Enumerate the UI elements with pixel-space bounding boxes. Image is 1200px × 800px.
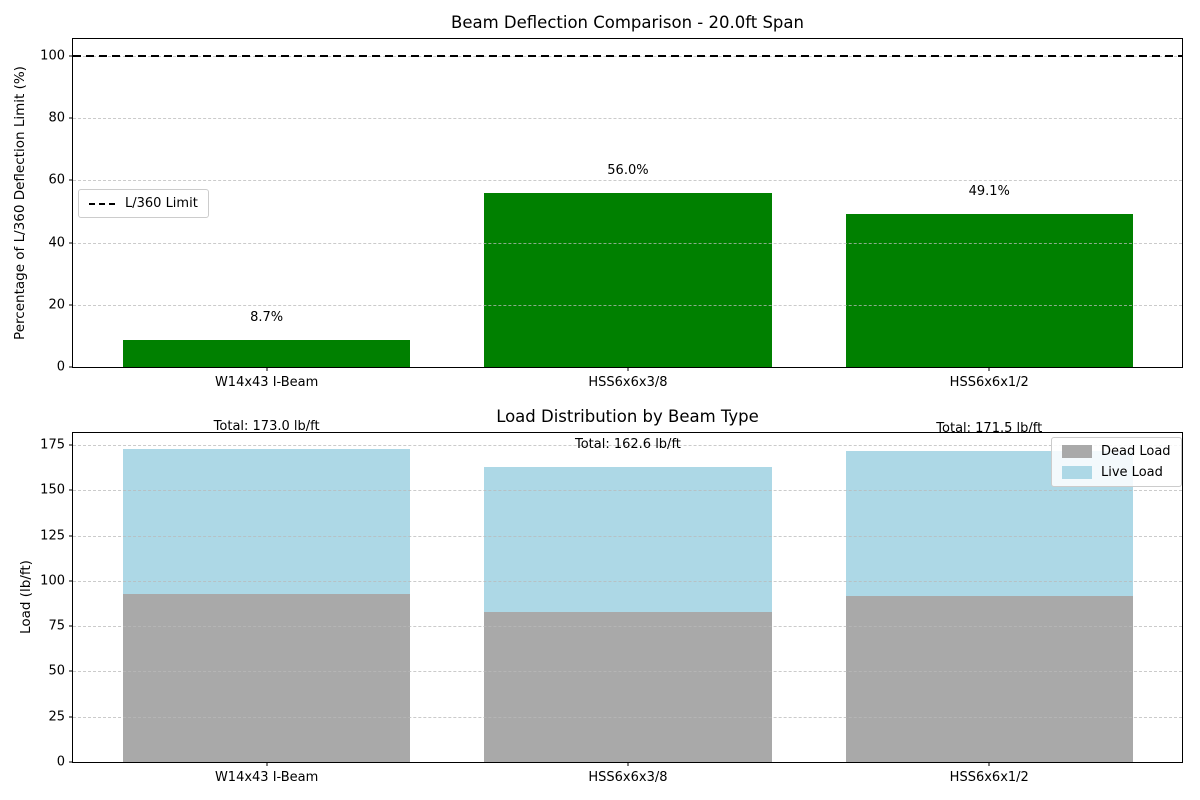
bar-segment [845,596,1133,762]
y-tick [69,535,73,537]
y-tick-label: 100 [40,48,65,64]
gridline [73,242,1182,244]
gridline [73,535,1182,537]
legend: L/360 Limit [78,189,209,218]
y-tick-label: 100 [40,573,65,589]
x-tick [266,762,268,766]
y-tick-label: 0 [56,359,65,375]
y-tick-label: 0 [56,754,65,770]
gridline [73,626,1182,628]
y-tick [69,55,73,57]
gridline [73,55,1182,57]
x-tick-label: HSS6x6x3/8 [588,375,668,390]
y-tick [69,580,73,582]
gridline [73,304,1182,306]
limit-line [73,54,1182,57]
y-tick [69,444,73,446]
x-tick-label: HSS6x6x1/2 [949,770,1029,785]
chart-title: Load Distribution by Beam Type [496,407,759,426]
y-tick-label: 60 [48,172,65,188]
bar-value-label: 49.1% [968,184,1010,200]
bar-segment [845,214,1133,367]
chart-title: Beam Deflection Comparison - 20.0ft Span [451,13,804,32]
y-tick [69,366,73,368]
y-tick-label: 25 [48,709,65,725]
dashed-line-swatch [89,202,116,205]
x-tick-label: W14x43 I-Beam [214,375,319,390]
legend-entry: Live Load [1062,465,1171,480]
bar-value-label: 8.7% [250,309,284,325]
gridline [73,716,1182,718]
bar-segment [122,448,411,594]
bar-value-label: Total: 173.0 lb/ft [213,418,320,434]
y-tick [69,625,73,627]
x-tick [627,367,629,371]
bar-segment [845,451,1133,597]
gridline [73,180,1182,182]
bar-segment [484,467,772,613]
live-load-swatch [1062,466,1092,479]
x-tick-label: W14x43 I-Beam [214,770,319,785]
bar-segment [122,593,411,762]
y-tick-label: 80 [48,110,65,126]
y-tick [69,670,73,672]
plot-area: 0 20 40 60 80 100 8.7% W14x43 I-Beam 56.0% HSS6x6… [40,38,1183,390]
y-tick-label: 40 [48,235,65,251]
legend-label: Dead Load [1101,444,1171,459]
gridline [73,118,1182,120]
y-tick [69,761,73,763]
legend-label: L/360 Limit [125,196,198,211]
y-tick-label: 125 [40,528,65,544]
y-tick-label: 75 [48,618,65,634]
bar-segment [484,192,772,367]
y-tick [69,304,73,306]
bar-value-label: Total: 171.5 lb/ft [936,421,1043,437]
x-tick [266,367,268,371]
gridline [73,580,1182,582]
y-tick [69,179,73,181]
bar-segment [484,612,772,762]
gridline [73,490,1182,492]
x-tick [988,367,990,371]
gridline [73,444,1182,446]
dead-load-swatch [1062,445,1092,458]
legend: Dead Load Live Load [1051,437,1182,487]
legend-label: Live Load [1101,465,1163,480]
y-axis-label: Percentage of L/360 Deflection Limit (%) [12,66,28,340]
y-tick [69,489,73,491]
y-tick [69,716,73,718]
x-tick-label: HSS6x6x1/2 [949,375,1029,390]
x-tick-label: HSS6x6x3/8 [588,770,668,785]
y-tick-label: 50 [48,663,65,679]
y-tick-label: 150 [40,482,65,498]
y-tick-label: 175 [40,437,65,453]
x-tick [988,762,990,766]
y-tick-label: 20 [48,297,65,313]
legend-entry: L/360 Limit [89,196,198,211]
y-tick [69,117,73,119]
gridline [73,671,1182,673]
y-axis-label: Load (lb/ft) [18,560,34,634]
bar-value-label: Total: 162.6 lb/ft [574,437,681,453]
bar-segment [122,339,411,367]
bar-value-label: 56.0% [607,162,649,178]
legend-entry: Dead Load [1062,444,1171,459]
plot-area: 0 25 50 75 100 125 150 175 Total: 173.0 lb/ft W14… [40,419,1183,785]
y-tick [69,242,73,244]
x-tick [627,762,629,766]
